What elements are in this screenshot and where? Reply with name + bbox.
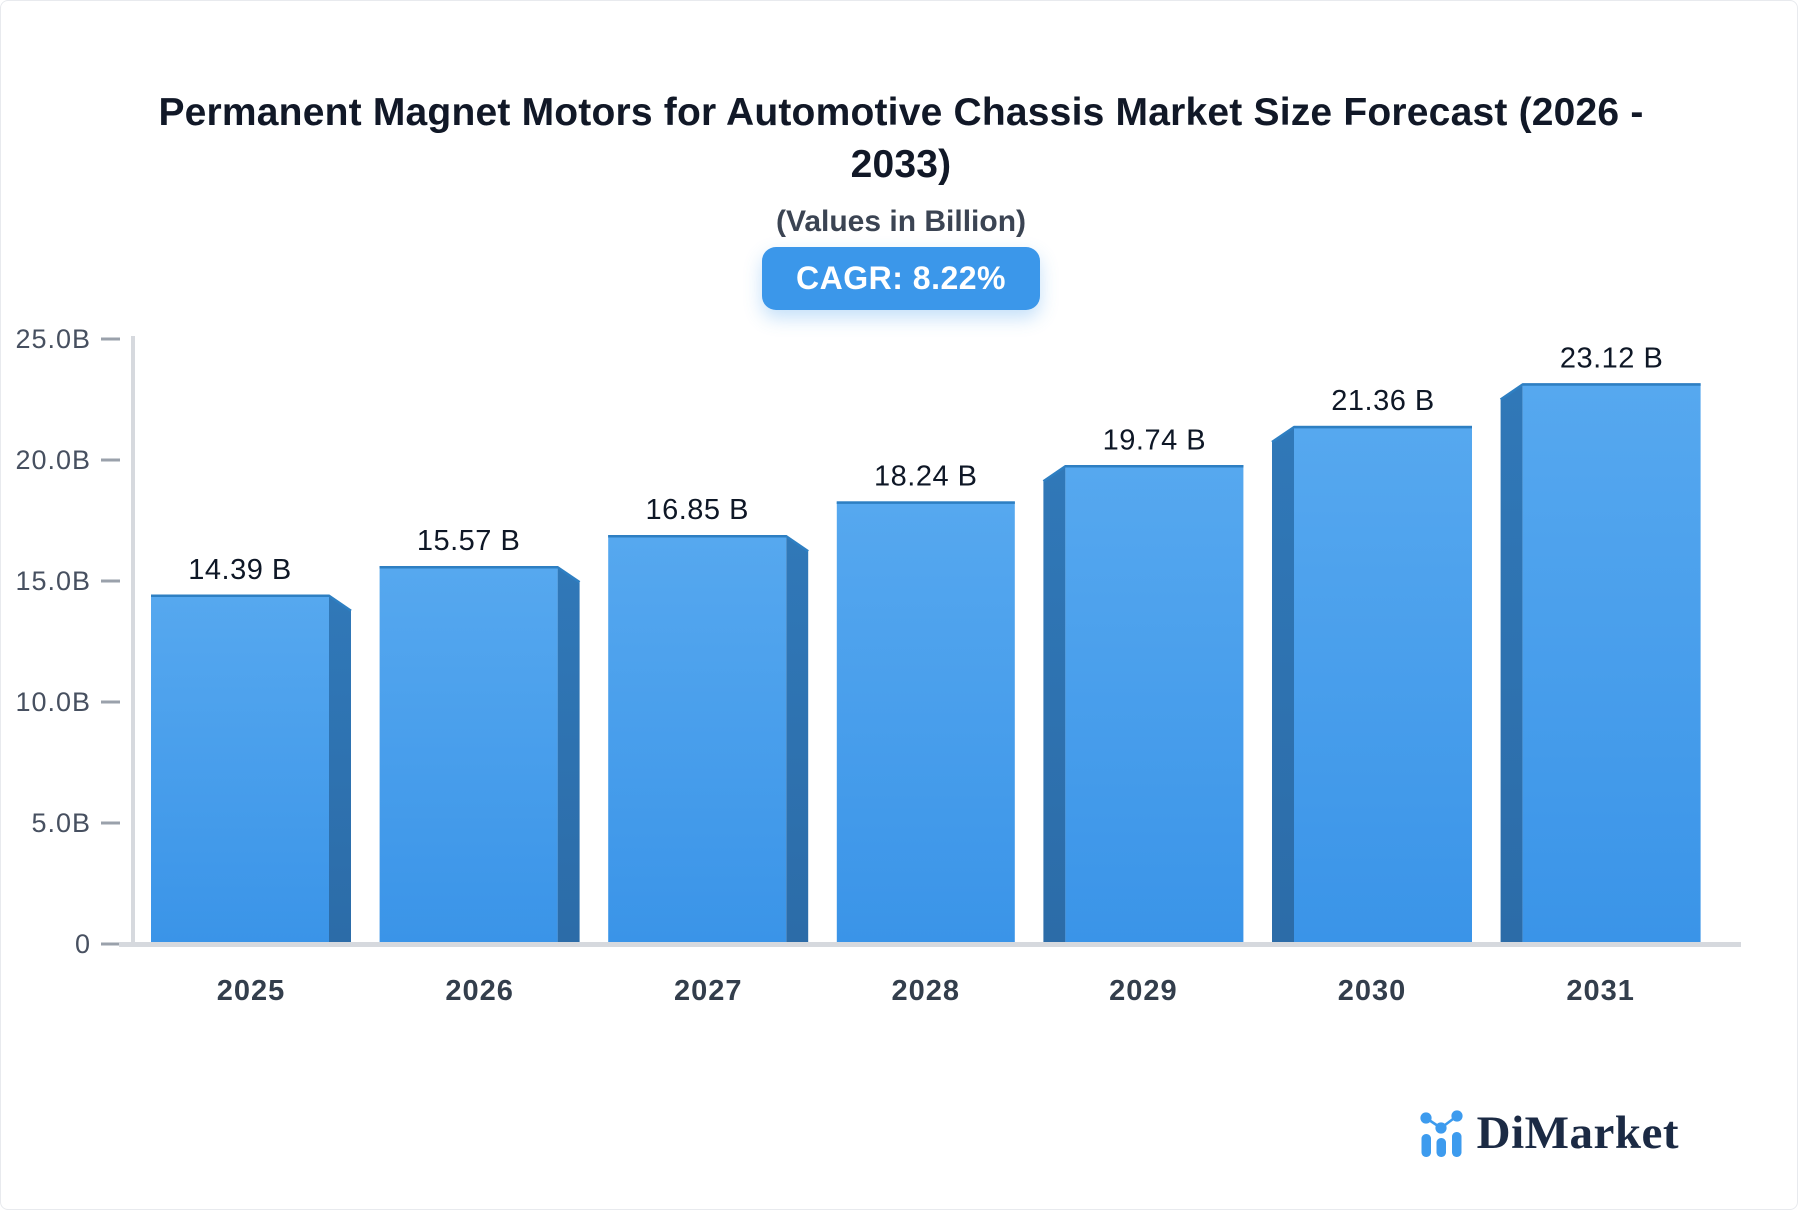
y-axis-line: [131, 336, 135, 944]
bar-value-label: 21.36 B: [1331, 385, 1434, 417]
chart-subtitle: (Values in Billion): [775, 204, 1027, 238]
bar: [1294, 427, 1472, 945]
x-axis-label: 2029: [1109, 975, 1178, 1007]
x-axis-label: 2031: [1566, 975, 1635, 1007]
bar: [151, 595, 329, 945]
bar-side-face: [1043, 466, 1066, 944]
bar-value-label: 15.57 B: [417, 525, 520, 557]
bar-chart-with-dots-icon: [1420, 1110, 1463, 1157]
bar-side-face: [329, 595, 351, 944]
y-tick-label: 25.0B: [15, 324, 91, 354]
title-line-1: Permanent Magnet Motors for Automotive C…: [158, 91, 1644, 134]
bar: [608, 536, 787, 945]
bar-value-label: 23.12 B: [1560, 342, 1663, 374]
page-title: Permanent Magnet Motors for Automotive C…: [71, 87, 1731, 192]
x-axis-line: [119, 942, 1741, 947]
y-tick: [101, 700, 120, 704]
cagr-badge: CAGR: 8.22%: [762, 246, 1040, 310]
dimarket-logo: DiMarket: [1419, 1107, 1679, 1157]
bar-value-label: 19.74 B: [1103, 424, 1206, 456]
bar: [379, 567, 558, 945]
y-tick: [101, 579, 120, 583]
bar-value-label: 18.24 B: [874, 461, 977, 493]
y-tick: [101, 942, 120, 946]
bar-value-label: 14.39 B: [188, 554, 291, 586]
bar-side-face: [786, 536, 809, 944]
bar-side-face: [557, 567, 580, 944]
y-tick-label: 0: [75, 929, 91, 959]
x-axis-label: 2028: [892, 975, 961, 1007]
y-tick: [101, 337, 120, 341]
y-tick-label: 20.0B: [15, 445, 91, 475]
title-line-2: 2033): [850, 143, 952, 187]
y-tick-label: 15.0B: [15, 566, 91, 596]
x-axis-label: 2030: [1338, 975, 1407, 1007]
bar-value-label: 16.85 B: [645, 494, 748, 526]
y-tick-label: 5.0B: [31, 808, 91, 838]
logo-text: DiMarket: [1476, 1107, 1679, 1159]
bar-side-face: [1500, 384, 1523, 945]
x-axis-label: 2027: [674, 975, 743, 1007]
bar: [1522, 384, 1701, 946]
y-tick: [101, 458, 120, 462]
y-tick: [101, 821, 120, 825]
bar: [836, 502, 1015, 945]
bar: [1065, 466, 1244, 945]
chart-header: Permanent Magnet Motors for Automotive C…: [1, 1, 1800, 310]
bar-side-face: [1272, 427, 1294, 944]
x-axis-label: 2026: [445, 975, 514, 1007]
y-tick-label: 10.0B: [15, 687, 91, 717]
x-axis-label: 2025: [217, 975, 286, 1007]
